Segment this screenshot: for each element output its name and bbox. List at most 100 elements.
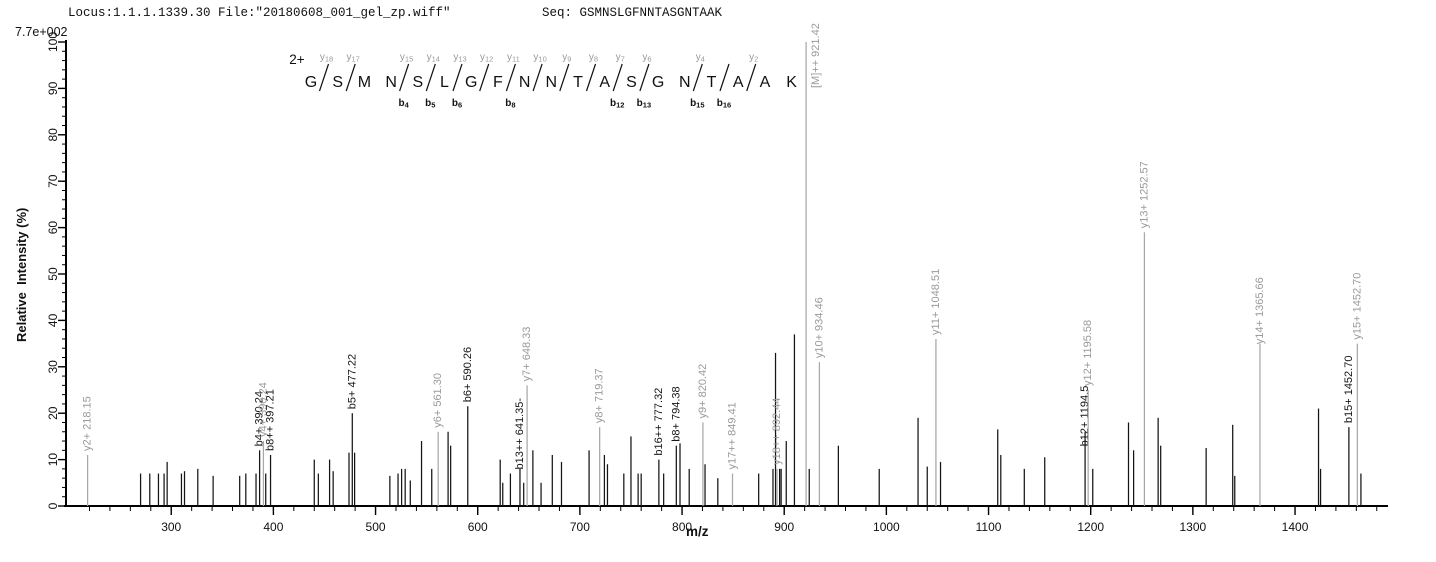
x-tick-label: 1000 [873, 520, 900, 534]
sequence-residue: S [412, 74, 423, 91]
peak-label: b8++ 397.21 [265, 389, 277, 451]
cleavage-slash [532, 63, 543, 92]
peak-label: b6+ 590.26 [462, 347, 474, 402]
y-tick-label: 40 [46, 313, 60, 327]
sequence-residue: T [573, 74, 583, 91]
b-ion-label: b16 [717, 98, 731, 110]
peak-label: y7+ 648.33 [521, 327, 533, 382]
peak-label: y10+ 934.46 [813, 297, 825, 358]
peak-label: y6+ 561.30 [432, 373, 444, 428]
y-tick-label: 50 [46, 267, 60, 281]
y-ion-label: y13 [453, 52, 466, 64]
sequence-residue: G [652, 74, 664, 91]
b-ion-label: b12 [610, 98, 624, 110]
x-tick-label: 500 [366, 520, 386, 534]
x-tick-label: 300 [161, 520, 181, 534]
cleavage-slash [399, 63, 410, 92]
peak-label: y12+ 1195.58 [1082, 320, 1094, 386]
x-tick-label: 600 [468, 520, 488, 534]
b-ion-label: b15 [690, 98, 704, 110]
cleavage-slash [585, 63, 597, 92]
locus-file-header: Locus:1.1.1.1339.30 File:"20180608_001_g… [68, 6, 451, 20]
sequence-residue: K [786, 74, 797, 91]
b-ion-label: b6 [452, 98, 462, 110]
cleavage-slash [505, 63, 516, 92]
cleavage-slash [559, 63, 570, 92]
sequence-residue: N [546, 74, 558, 91]
peak-label: y9+ 820.42 [697, 364, 709, 419]
x-tick-label: 800 [672, 520, 692, 534]
x-tick-label: 1200 [1077, 520, 1104, 534]
x-tick-label: 400 [263, 520, 283, 534]
sequence-residue: F [493, 74, 503, 91]
peak-label: b5+ 477.22 [346, 354, 358, 409]
y-ion-label: y7 [616, 52, 625, 64]
cleavage-slash [719, 63, 730, 92]
peak-label: b15+ 1452.70 [1343, 356, 1355, 424]
cleavage-slash [345, 63, 356, 92]
sequence-residue: G [305, 74, 317, 91]
sequence-residue: G [465, 74, 477, 91]
y-tick-label: 30 [46, 360, 60, 374]
cleavage-slash [318, 63, 330, 92]
x-tick-label: 900 [774, 520, 794, 534]
cleavage-slash [639, 63, 650, 92]
peak-label: b16++ 777.32 [653, 388, 665, 456]
y-tick-label: 100 [46, 32, 60, 52]
y-ion-label: y9 [562, 52, 571, 64]
precursor-charge-label: 2+ [289, 52, 305, 67]
peak-label: b4+ 390.24 [254, 391, 266, 446]
y-ion-label: y4 [696, 52, 705, 64]
x-tick-label: 700 [570, 520, 590, 534]
x-tick-label: 1100 [976, 520, 1002, 534]
b-ion-label: b4 [398, 98, 409, 110]
sequence-residue: M [358, 74, 371, 91]
sequence-residue: L [440, 74, 449, 91]
peak-label: y4+ 390.24 [257, 382, 269, 437]
y-tick-label: 0 [46, 502, 60, 509]
sequence-residue: N [679, 74, 691, 91]
y-ion-label: y2 [749, 52, 758, 64]
peak-label: b12+ 1194.5 [1079, 386, 1091, 447]
peak-label: y18++ 892.44 [771, 398, 783, 465]
cleavage-slash [746, 63, 757, 92]
y-ion-label: y12 [480, 52, 493, 64]
x-axis-title: m/z [686, 524, 709, 539]
sequence-header: Seq: GSMNSLGFNNTASGNTAAK [542, 6, 723, 20]
y-tick-label: 80 [46, 128, 60, 142]
y-ion-label: y15 [400, 52, 413, 64]
x-tick-label: 1400 [1282, 520, 1309, 534]
y-ion-label: y10 [533, 52, 546, 64]
sequence-residue: N [385, 74, 397, 91]
y-ion-label: y14 [427, 52, 440, 64]
x-tick-label: 1300 [1180, 520, 1207, 534]
cleavage-slash [692, 63, 703, 92]
sequence-residue: A [599, 74, 610, 91]
peak-label: y2+ 218.15 [82, 396, 94, 451]
peak-label: b8+ 794.38 [670, 386, 682, 441]
sequence-residue: S [626, 74, 637, 91]
cleavage-slash [425, 63, 436, 92]
sequence-residue: S [332, 74, 343, 91]
cleavage-slash [479, 63, 490, 92]
y-ion-label: y18 [320, 52, 333, 64]
y-ion-label: y6 [642, 52, 651, 64]
peak-label: y11+ 1048.51 [930, 269, 942, 335]
peak-label: y13+ 1252.57 [1138, 161, 1150, 228]
peak-label: b13++ 641.35- [514, 398, 526, 470]
b-ion-label: b13 [637, 98, 651, 110]
sequence-residue: A [733, 74, 744, 91]
peak-label: y15+ 1452.70 [1351, 273, 1363, 340]
y-tick-label: 20 [46, 406, 60, 420]
peak-label: [M]++ 921.42 [810, 23, 822, 88]
y-tick-label: 90 [46, 81, 60, 95]
peak-label: y17++ 849.41 [727, 402, 739, 469]
y-ion-label: y11 [507, 52, 520, 64]
peak-label: y8+ 719.37 [594, 368, 606, 423]
intensity-scale-label: 7.7e+002 [15, 25, 68, 39]
sequence-residue: T [707, 74, 717, 91]
peak-label: y14+ 1365.66 [1254, 277, 1266, 344]
y-ion-label: y17 [347, 52, 360, 64]
